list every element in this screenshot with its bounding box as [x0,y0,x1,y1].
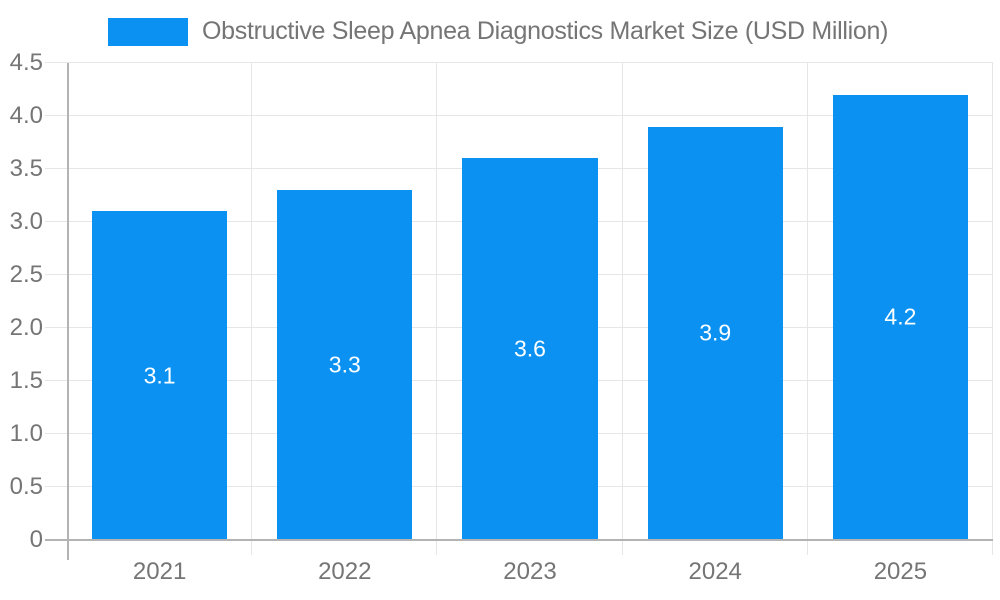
plot-area: 0 0.5 1.0 1.5 2.0 2.5 3.0 3.5 4.0 4.5 3.1 2021 3.3 20… [10,49,993,585]
bar-value-label: 3.1 [143,362,176,389]
x-axis-tick-label: 2023 [503,558,557,585]
gridline [45,114,993,116]
category-boundary-line [436,63,438,555]
x-axis-tick-label: 2025 [873,558,928,585]
bar-column: 3.1 2021 [67,63,252,585]
y-axis-tick-label: 1.0 [9,420,43,447]
y-axis-tick-label: 2.0 [9,314,43,341]
x-axis-line [45,539,993,541]
bar-column: 4.2 2025 [808,63,993,585]
category-boundary-line [621,63,623,555]
y-axis-tick-label: 3.5 [9,155,43,182]
y-axis-line [67,63,69,560]
bar[interactable] [277,190,413,540]
bar[interactable] [462,158,598,540]
bar[interactable] [92,211,228,540]
y-axis-tick-label: 1.5 [9,366,43,394]
legend-swatch [108,17,188,46]
gridline [45,62,993,63]
bar-column: 3.3 2022 [252,63,437,585]
legend-label: Obstructive Sleep Apnea Diagnostics Mark… [202,17,889,45]
y-axis-tick-label: 0 [29,526,43,553]
bar[interactable] [832,94,968,540]
y-axis-tick-label: 4.5 [9,49,43,76]
y-axis-tick-label: 0.5 [9,473,43,500]
x-axis-tick-label: 2022 [318,558,372,585]
category-boundary-line [251,63,253,555]
bar-value-label: 3.3 [328,351,361,378]
legend[interactable]: Obstructive Sleep Apnea Diagnostics Mark… [108,17,888,46]
y-axis-tick-label: 4.0 [9,102,43,129]
x-axis-tick-label: 2024 [688,558,742,585]
bar-value-label: 3.9 [699,319,732,346]
y-axis-tick-label: 2.5 [9,261,43,288]
category-boundary-line [992,63,993,555]
category-boundary-line [806,63,808,555]
bar-value-label: 4.2 [884,303,917,330]
bar[interactable] [647,126,783,540]
x-axis-tick-label: 2021 [132,558,187,585]
y-axis-tick-label: 3.0 [9,207,43,235]
bar-value-label: 3.6 [513,335,546,362]
bar-column: 3.9 2024 [623,63,808,585]
bar-column: 3.6 2023 [437,63,622,585]
